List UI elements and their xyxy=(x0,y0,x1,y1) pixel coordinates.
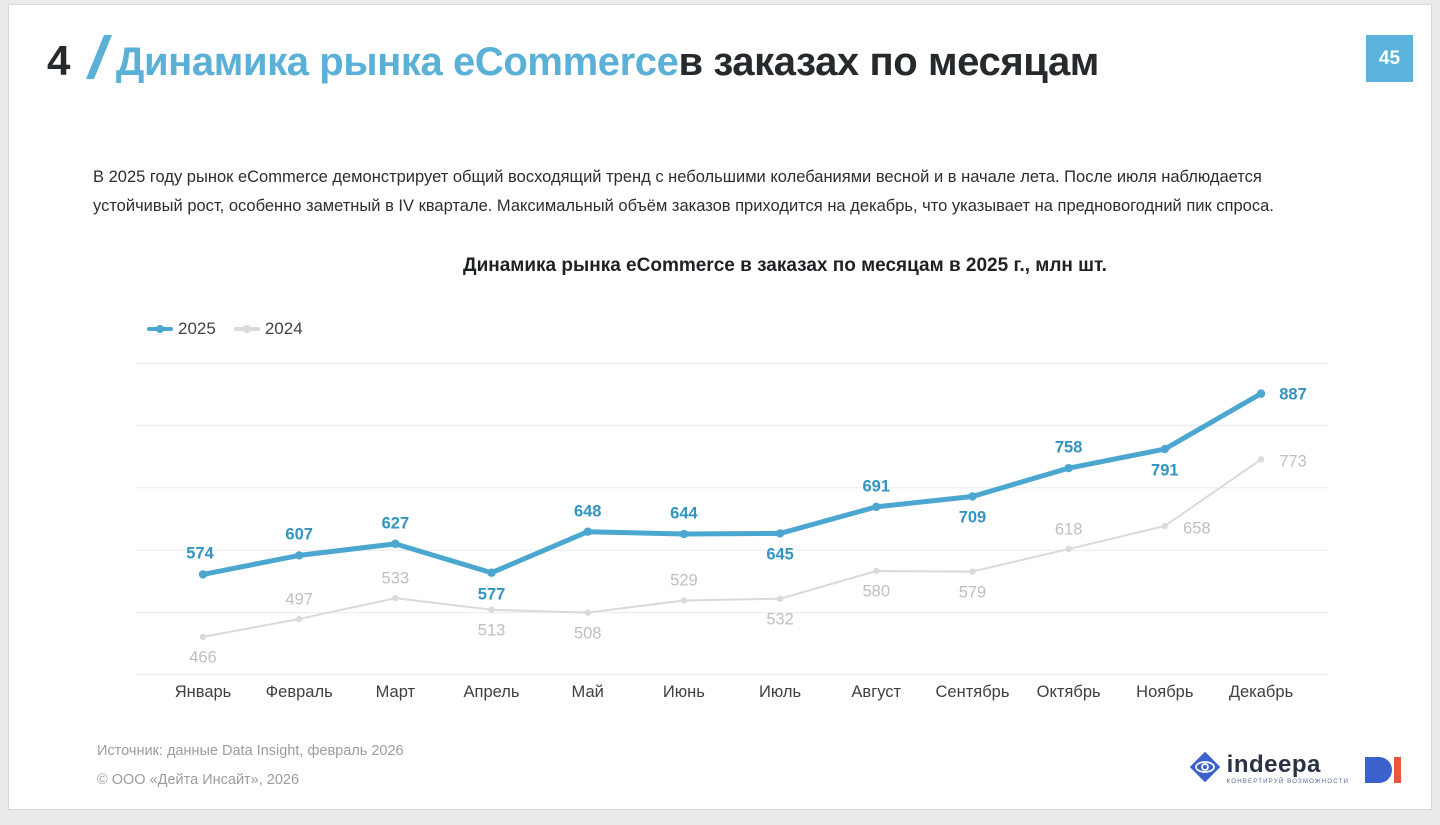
legend-label-2025: 2025 xyxy=(178,319,216,338)
x-tick-Май: Май xyxy=(571,683,604,701)
di-logo xyxy=(1363,755,1407,785)
page-number-badge: 45 xyxy=(1366,35,1413,82)
footer-copyright: © ООО «Дейта Инсайт», 2026 xyxy=(97,772,300,788)
legend-swatch-2025 xyxy=(147,325,173,333)
x-tick-Июнь: Июнь xyxy=(662,683,705,701)
x-tick-Декабрь: Декабрь xyxy=(1228,683,1294,701)
data-label-2024-Декабрь: 773 xyxy=(1279,452,1307,471)
chart-svg xyxy=(136,363,1328,675)
x-tick-Август: Август xyxy=(851,683,902,701)
data-label-2025-Май: 648 xyxy=(573,502,602,521)
data-label-2025-Декабрь: 887 xyxy=(1279,385,1307,404)
data-label-2024-Октябрь: 618 xyxy=(1054,520,1083,539)
slide-header: 4 Динамика рынка eCommerce в заказах по … xyxy=(9,5,1431,105)
page-title-accent: Динамика рынка eCommerce xyxy=(115,40,679,84)
x-tick-Ноябрь: Ноябрь xyxy=(1136,683,1194,701)
data-label-2024-Март: 533 xyxy=(381,569,410,588)
footer-logos: indeepa КОНВЕРТИРУЙ ВОЗМОЖНОСТИ xyxy=(1189,751,1407,787)
indeepa-diamond-icon xyxy=(1189,751,1220,787)
slash-icon xyxy=(85,35,112,79)
indeepa-logo: indeepa КОНВЕРТИРУЙ ВОЗМОЖНОСТИ xyxy=(1189,751,1349,787)
data-label-2024-Ноябрь: 658 xyxy=(1183,519,1211,538)
footer-source: Источник: данные Data Insight, февраль 2… xyxy=(97,743,404,759)
slide: 4 Динамика рынка eCommerce в заказах по … xyxy=(8,4,1432,810)
data-label-2024-Май: 508 xyxy=(573,624,602,643)
chart-container: 2025 2024 466 497 533 513 508 529 532 580 579 618… xyxy=(119,305,1349,725)
data-label-2025-Март: 627 xyxy=(381,514,410,533)
chart-x-axis: Январь Февраль Март Апрель Май Июнь Июль Август… xyxy=(136,683,1328,711)
data-label-2024-Сентябрь: 579 xyxy=(958,583,987,602)
x-tick-Март: Март xyxy=(375,683,416,701)
data-label-2025-Январь: 574 xyxy=(186,544,214,563)
indeepa-wordmark: indeepa КОНВЕРТИРУЙ ВОЗМОЖНОСТИ xyxy=(1227,753,1349,785)
x-tick-Июль: Июль xyxy=(759,683,802,701)
legend-label-2024: 2024 xyxy=(264,319,303,338)
intro-paragraph: В 2025 году рынок eCommerce демонстрируе… xyxy=(93,168,1274,215)
section-number: 4 xyxy=(47,37,70,84)
x-tick-Апрель: Апрель xyxy=(463,683,520,701)
data-label-2025-Июль: 645 xyxy=(766,545,794,564)
chart-plot-area: 466 497 533 513 508 529 532 580 579 618 658 773 574 6… xyxy=(136,363,1328,675)
data-label-2024-Август: 580 xyxy=(862,582,891,601)
chart-title: Динамика рынка eCommerce в заказах по ме… xyxy=(463,255,1107,276)
x-tick-Октябрь: Октябрь xyxy=(1036,683,1101,701)
indeepa-tagline: КОНВЕРТИРУЙ ВОЗМОЖНОСТИ xyxy=(1226,778,1349,786)
legend-item-2024[interactable]: 2024 xyxy=(233,319,303,339)
data-label-2025-Ноябрь: 791 xyxy=(1151,461,1179,480)
data-label-2024-Июнь: 529 xyxy=(670,571,698,590)
footer-source-block: Источник: данные Data Insight, февраль 2… xyxy=(97,737,404,795)
data-label-2025-Апрель: 577 xyxy=(477,585,506,604)
legend-item-2025[interactable]: 2025 xyxy=(147,319,216,339)
x-tick-Сентябрь: Сентябрь xyxy=(935,683,1010,701)
chart-legend: 2025 2024 xyxy=(147,319,303,339)
x-tick-Январь: Январь xyxy=(174,683,232,701)
data-label-2025-Сентябрь: 709 xyxy=(958,508,987,527)
data-label-2024-Июль: 532 xyxy=(766,610,794,629)
data-label-2025-Август: 691 xyxy=(862,477,891,496)
data-label-2024-Апрель: 513 xyxy=(477,621,506,640)
data-label-2025-Июнь: 644 xyxy=(670,504,698,523)
page-title-rest: в заказах по месяцам xyxy=(678,40,1099,84)
data-label-2025-Февраль: 607 xyxy=(285,525,313,544)
page-title: 4 Динамика рынка eCommerce в заказах по … xyxy=(47,31,1099,85)
x-tick-Февраль: Февраль xyxy=(265,683,333,701)
indeepa-word: indeepa xyxy=(1226,751,1321,779)
data-label-2024-Февраль: 497 xyxy=(285,590,313,609)
legend-swatch-2024 xyxy=(233,325,260,333)
data-label-2024-Январь: 466 xyxy=(189,648,217,667)
data-label-2025-Октябрь: 758 xyxy=(1054,438,1083,457)
